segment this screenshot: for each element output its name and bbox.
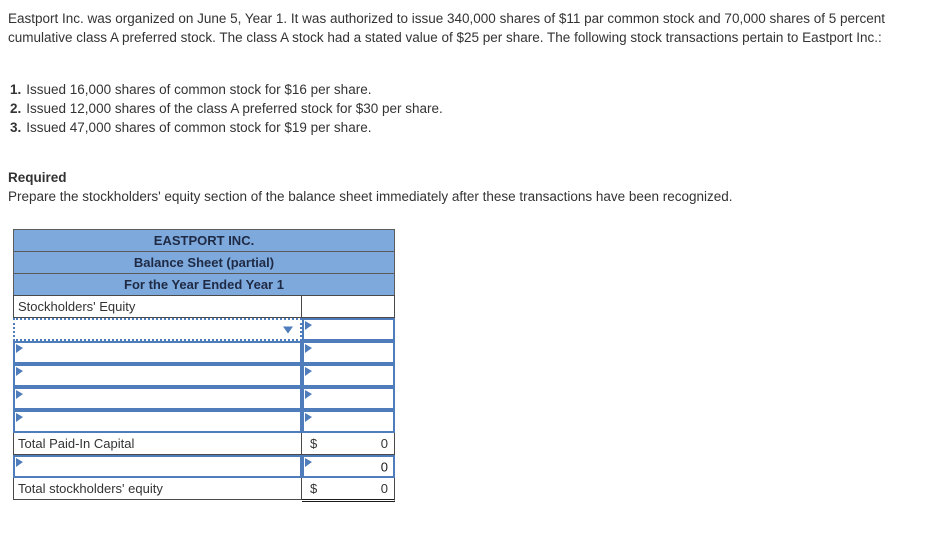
dropdown-arrow-icon[interactable]	[283, 326, 293, 333]
transaction-item: 2. Issued 12,000 shares of the class A pr…	[10, 99, 941, 118]
total-equity-amount-cell: $ 0	[302, 477, 395, 502]
statement-period: For the Year Ended Year 1	[124, 277, 284, 292]
amount-value: 0	[380, 459, 388, 474]
cell-marker-icon	[305, 413, 312, 422]
cell-marker-icon	[16, 413, 23, 422]
cell-marker-icon	[16, 390, 23, 399]
transaction-item: 1. Issued 16,000 shares of common stock f…	[10, 80, 941, 99]
section-label-cell: Stockholders' Equity	[13, 295, 302, 318]
transaction-text: Issued 12,000 shares of the class A pref…	[26, 101, 443, 116]
equity-label-input[interactable]	[13, 364, 302, 387]
equity-input-row	[13, 387, 395, 410]
equity-input-row	[13, 341, 395, 364]
total-paid-in-amount-cell: $ 0	[302, 432, 395, 455]
required-text: Prepare the stockholders' equity section…	[8, 189, 733, 204]
cell-marker-icon	[305, 321, 312, 330]
statement-name: Balance Sheet (partial)	[133, 255, 275, 270]
total-equity-row: Total stockholders' equity $ 0	[13, 477, 395, 502]
equity-label-input[interactable]	[13, 387, 302, 410]
total-equity-value: 0	[380, 481, 388, 496]
amount-input[interactable]	[302, 387, 395, 410]
amount-input[interactable]	[302, 410, 395, 433]
total-paid-in-row: Total Paid-In Capital $ 0	[13, 432, 395, 455]
transaction-number: 3.	[10, 120, 22, 135]
retained-earnings-input-row: 0	[13, 455, 395, 478]
cell-marker-icon	[16, 344, 23, 353]
currency-symbol: $	[310, 436, 318, 451]
total-paid-in-value: 0	[380, 436, 388, 451]
amount-input[interactable]	[302, 341, 395, 364]
transaction-number: 1.	[10, 82, 22, 97]
total-equity-label: Total stockholders' equity	[18, 481, 163, 496]
problem-statement: Eastport Inc. was organized on June 5, Y…	[8, 11, 886, 45]
equity-label-input[interactable]	[13, 341, 302, 364]
cell-marker-icon	[305, 458, 312, 467]
equity-input-row	[13, 318, 395, 341]
section-amount-cell	[302, 295, 395, 318]
cell-marker-icon	[16, 367, 23, 376]
transaction-text: Issued 47,000 shares of common stock for…	[26, 120, 372, 135]
section-label: Stockholders' Equity	[18, 299, 136, 314]
equity-input-row	[13, 364, 395, 387]
problem-page: Eastport Inc. was organized on June 5, Y…	[8, 11, 941, 502]
total-paid-in-label: Total Paid-In Capital	[18, 436, 135, 451]
transaction-text: Issued 16,000 shares of common stock for…	[26, 82, 372, 97]
required-heading: Required	[8, 170, 67, 185]
balance-sheet-table: EASTPORT INC. Balance Sheet (partial) Fo…	[13, 229, 395, 502]
currency-symbol: $	[310, 481, 318, 496]
equity-label-input[interactable]	[13, 455, 302, 478]
section-header-row: Stockholders' Equity	[13, 295, 395, 318]
total-equity-label-cell: Total stockholders' equity	[13, 477, 302, 500]
cell-marker-icon	[305, 367, 312, 376]
cell-marker-icon	[305, 390, 312, 399]
transaction-item: 3. Issued 47,000 shares of common stock f…	[10, 118, 941, 137]
company-name: EASTPORT INC.	[153, 233, 255, 248]
equity-label-input[interactable]	[13, 410, 302, 433]
amount-input[interactable]: 0	[302, 455, 395, 478]
table-period-row: For the Year Ended Year 1	[13, 273, 395, 296]
cell-marker-icon	[305, 344, 312, 353]
amount-input[interactable]	[302, 364, 395, 387]
transaction-list: 1. Issued 16,000 shares of common stock f…	[10, 80, 941, 137]
cell-marker-icon	[16, 458, 23, 467]
transaction-number: 2.	[10, 101, 22, 116]
equity-label-dropdown[interactable]	[13, 318, 302, 341]
table-subtitle-row: Balance Sheet (partial)	[13, 251, 395, 274]
amount-input[interactable]	[302, 318, 395, 341]
total-paid-in-label-cell: Total Paid-In Capital	[13, 432, 302, 455]
table-title-row: EASTPORT INC.	[13, 229, 395, 252]
equity-input-row	[13, 410, 395, 433]
